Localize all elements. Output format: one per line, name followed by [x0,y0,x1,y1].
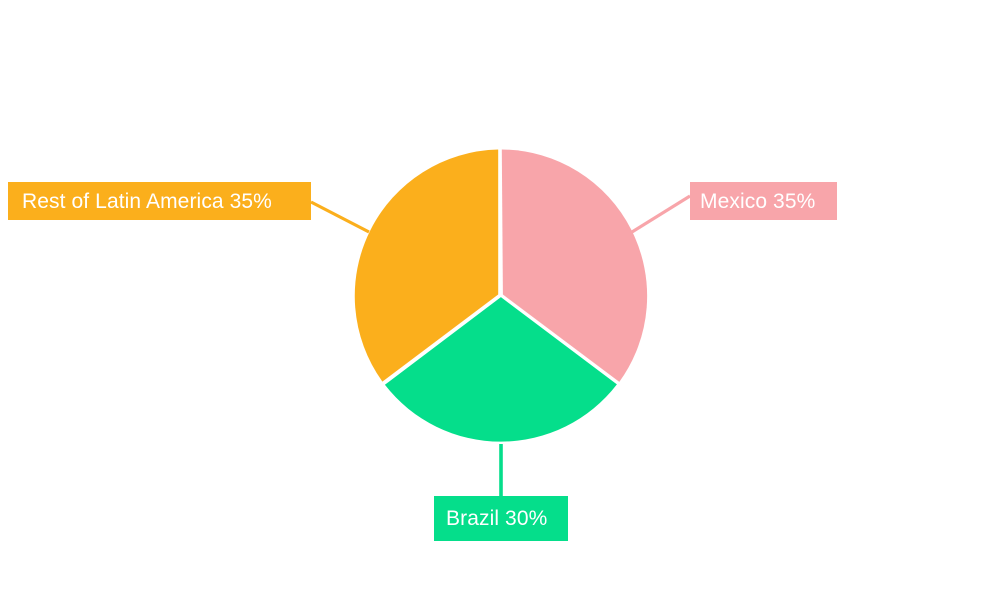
pie-slice-brazil[interactable] [384,297,617,442]
pie-slice-mexico[interactable] [501,149,648,382]
pie-label-rest-of-latin-america[interactable]: Rest of Latin America 35% [8,182,311,220]
pie-label-mexico-text: Mexico 35% [700,189,816,213]
pie-slice-rest-of-latin-america[interactable] [354,149,499,382]
pie-label-brazil[interactable]: Brazil 30% [434,496,568,541]
leader-line-rest-of-latin-america [310,200,370,234]
leader-line-mexico [631,194,691,234]
pie-label-mexico[interactable]: Mexico 35% [690,182,837,220]
pie-label-rest-of-latin-america-text: Rest of Latin America 35% [22,189,272,213]
pie-label-brazil-text: Brazil 30% [446,507,548,530]
